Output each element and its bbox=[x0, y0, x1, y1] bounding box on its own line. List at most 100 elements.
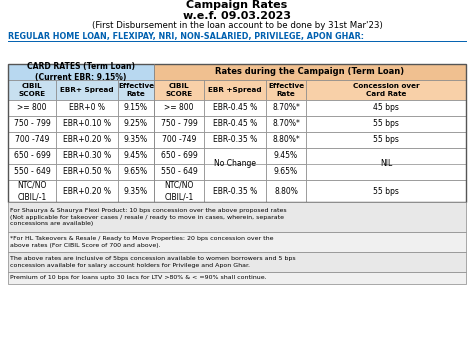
Bar bbox=[154, 64, 466, 80]
Text: The above rates are inclusive of 5bps concession available to women borrowers an: The above rates are inclusive of 5bps co… bbox=[10, 256, 296, 268]
Text: 9.45%: 9.45% bbox=[124, 152, 148, 160]
Text: CIBIL
SCORE: CIBIL SCORE bbox=[18, 83, 46, 97]
Bar bbox=[8, 116, 56, 132]
Bar bbox=[56, 116, 118, 132]
Bar bbox=[204, 132, 266, 148]
Text: 8.70%*: 8.70%* bbox=[272, 119, 300, 129]
Text: EBR-0.35 %: EBR-0.35 % bbox=[213, 186, 257, 196]
Bar bbox=[56, 100, 118, 116]
Bar bbox=[118, 180, 154, 202]
Bar bbox=[56, 132, 118, 148]
Bar bbox=[266, 164, 306, 180]
Bar bbox=[154, 164, 204, 180]
Text: EBR+ Spread: EBR+ Spread bbox=[60, 87, 114, 93]
Bar bbox=[8, 252, 466, 272]
Text: 700 -749: 700 -749 bbox=[15, 135, 49, 145]
Text: Effective
Rate: Effective Rate bbox=[118, 83, 154, 97]
Bar bbox=[8, 202, 466, 232]
Text: No Change: No Change bbox=[214, 159, 256, 169]
Text: 9.35%: 9.35% bbox=[124, 135, 148, 145]
Bar bbox=[306, 164, 466, 180]
Text: >= 800: >= 800 bbox=[17, 104, 47, 113]
Text: EBR +Spread: EBR +Spread bbox=[208, 87, 262, 93]
Bar bbox=[8, 232, 466, 252]
Text: 9.65%: 9.65% bbox=[274, 168, 298, 176]
Bar bbox=[118, 100, 154, 116]
Text: 8.80%: 8.80% bbox=[274, 186, 298, 196]
Bar bbox=[266, 148, 306, 164]
Bar bbox=[154, 80, 204, 100]
Bar bbox=[154, 148, 204, 164]
Text: w.e.f. 09.03.2023: w.e.f. 09.03.2023 bbox=[183, 11, 291, 21]
Bar bbox=[56, 180, 118, 202]
Text: 9.15%: 9.15% bbox=[124, 104, 148, 113]
Bar bbox=[306, 148, 466, 164]
Bar bbox=[118, 116, 154, 132]
Bar bbox=[306, 100, 466, 116]
Text: For Shaurya & Shaurya Flexi Product: 10 bps concession over the above proposed r: For Shaurya & Shaurya Flexi Product: 10 … bbox=[10, 208, 287, 226]
Bar bbox=[266, 132, 306, 148]
Bar bbox=[266, 100, 306, 116]
Bar bbox=[8, 64, 466, 202]
Bar bbox=[8, 180, 56, 202]
Text: 45 bps: 45 bps bbox=[373, 104, 399, 113]
Bar bbox=[154, 180, 204, 202]
Text: EBR+0 %: EBR+0 % bbox=[69, 104, 105, 113]
Bar bbox=[306, 80, 466, 100]
Text: (First Disbursement in the loan account to be done by 31st Mar'23): (First Disbursement in the loan account … bbox=[91, 22, 383, 30]
Text: >= 800: >= 800 bbox=[164, 104, 194, 113]
Text: Effective
Rate: Effective Rate bbox=[268, 83, 304, 97]
Text: CARD RATES (Term Loan)
(Current EBR: 9.15%): CARD RATES (Term Loan) (Current EBR: 9.1… bbox=[27, 62, 135, 82]
Text: EBR-0.35 %: EBR-0.35 % bbox=[213, 135, 257, 145]
Bar bbox=[204, 164, 266, 180]
Bar bbox=[118, 80, 154, 100]
Text: 9.65%: 9.65% bbox=[124, 168, 148, 176]
Text: EBR+0.10 %: EBR+0.10 % bbox=[63, 119, 111, 129]
Text: EBR-0.45 %: EBR-0.45 % bbox=[213, 104, 257, 113]
Bar bbox=[204, 80, 266, 100]
Bar bbox=[8, 272, 466, 284]
Bar bbox=[306, 180, 466, 202]
Text: 550 - 649: 550 - 649 bbox=[161, 168, 197, 176]
Text: Rates during the Campaign (Term Loan): Rates during the Campaign (Term Loan) bbox=[216, 67, 405, 77]
Text: EBR+0.20 %: EBR+0.20 % bbox=[63, 186, 111, 196]
Text: CIBIL
SCORE: CIBIL SCORE bbox=[165, 83, 192, 97]
Bar bbox=[204, 148, 266, 180]
Bar bbox=[306, 116, 466, 132]
Text: *For HL Takeovers & Resale / Ready to Move Properties: 20 bps concession over th: *For HL Takeovers & Resale / Ready to Mo… bbox=[10, 236, 273, 248]
Text: Premium of 10 bps for loans upto 30 lacs for LTV >80% & < =90% shall continue.: Premium of 10 bps for loans upto 30 lacs… bbox=[10, 276, 266, 280]
Bar bbox=[306, 148, 466, 180]
Bar bbox=[8, 80, 56, 100]
Text: 55 bps: 55 bps bbox=[373, 186, 399, 196]
Text: 650 - 699: 650 - 699 bbox=[161, 152, 197, 160]
Bar bbox=[8, 148, 56, 164]
Text: NIL: NIL bbox=[380, 159, 392, 169]
Text: 750 - 799: 750 - 799 bbox=[161, 119, 197, 129]
Text: 9.25%: 9.25% bbox=[124, 119, 148, 129]
Text: 9.35%: 9.35% bbox=[124, 186, 148, 196]
Bar bbox=[154, 116, 204, 132]
Text: EBR+0.30 %: EBR+0.30 % bbox=[63, 152, 111, 160]
Text: 9.45%: 9.45% bbox=[274, 152, 298, 160]
Text: 700 -749: 700 -749 bbox=[162, 135, 196, 145]
Bar bbox=[306, 132, 466, 148]
Text: 8.80%*: 8.80%* bbox=[272, 135, 300, 145]
Text: EBR+0.20 %: EBR+0.20 % bbox=[63, 135, 111, 145]
Bar bbox=[56, 80, 118, 100]
Text: 55 bps: 55 bps bbox=[373, 135, 399, 145]
Bar bbox=[266, 80, 306, 100]
Text: 750 - 799: 750 - 799 bbox=[14, 119, 50, 129]
Bar bbox=[8, 100, 56, 116]
Text: 550 - 649: 550 - 649 bbox=[14, 168, 50, 176]
Bar bbox=[204, 116, 266, 132]
Bar bbox=[266, 116, 306, 132]
Bar bbox=[154, 132, 204, 148]
Text: NTC/NO
CIBIL/-1: NTC/NO CIBIL/-1 bbox=[164, 181, 194, 201]
Text: REGULAR HOME LOAN, FLEXIPAY, NRI, NON-SALARIED, PRIVILEGE, APON GHAR:: REGULAR HOME LOAN, FLEXIPAY, NRI, NON-SA… bbox=[8, 32, 364, 41]
Bar bbox=[56, 164, 118, 180]
Text: Concession over
Card Rate: Concession over Card Rate bbox=[353, 83, 419, 97]
Bar bbox=[204, 180, 266, 202]
Bar bbox=[204, 148, 266, 164]
Text: 8.70%*: 8.70%* bbox=[272, 104, 300, 113]
Text: Campaign Rates: Campaign Rates bbox=[186, 0, 288, 10]
